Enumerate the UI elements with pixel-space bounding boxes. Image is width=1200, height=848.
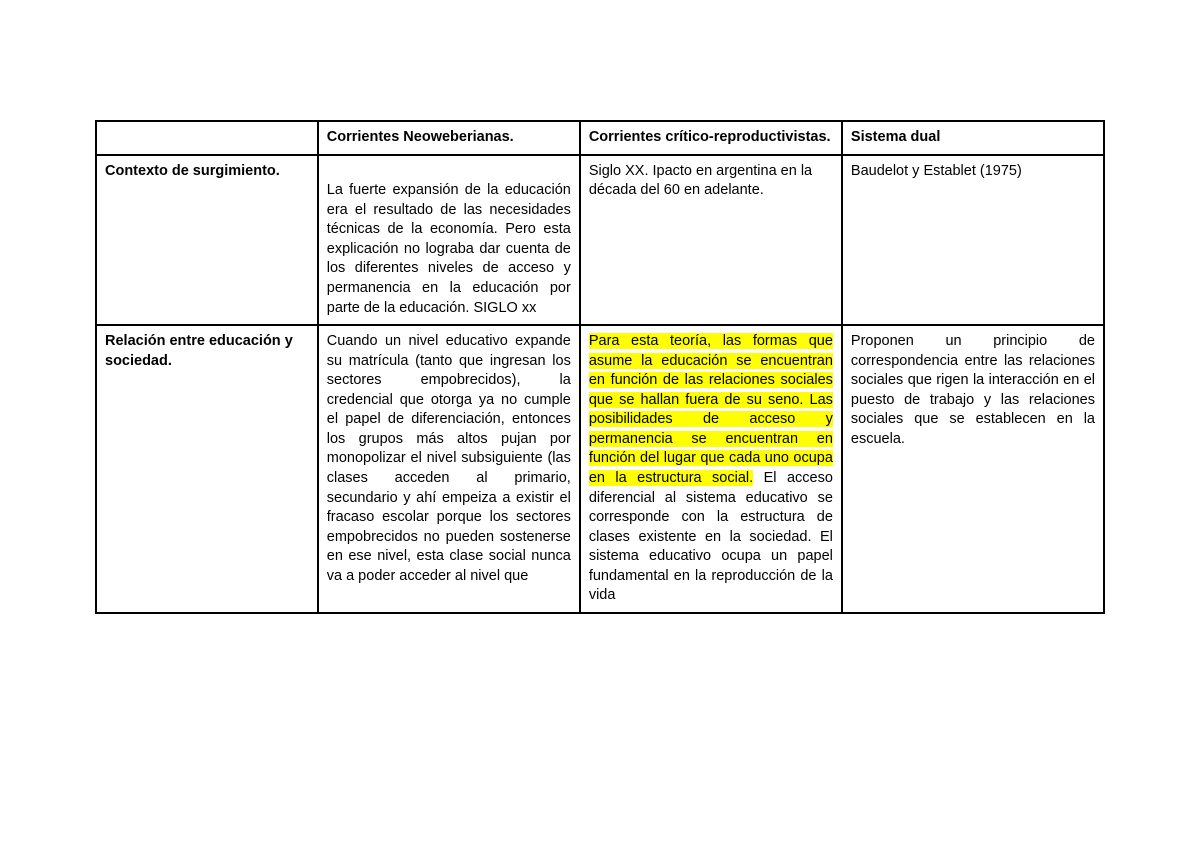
highlighted-text: Para esta teoría, las formas que asume l…	[589, 333, 833, 486]
cell-contexto-dual: Baudelot y Establet (1975)	[842, 155, 1104, 326]
document-page: Corrientes Neoweberianas. Corrientes crí…	[0, 0, 1200, 614]
cell-contexto-critico: Siglo XX. Ipacto en argentina en la déca…	[580, 155, 842, 326]
header-cell-neoweberianas: Corrientes Neoweberianas.	[318, 121, 580, 155]
header-cell-critico-reproductivistas: Corrientes crítico-reproductivistas.	[580, 121, 842, 155]
cell-text: La fuerte expansión de la educación era …	[327, 182, 571, 315]
row-label-relacion: Relación entre educación y sociedad.	[96, 325, 318, 613]
comparison-table: Corrientes Neoweberianas. Corrientes crí…	[95, 120, 1105, 614]
header-cell-sistema-dual: Sistema dual	[842, 121, 1104, 155]
header-cell-empty	[96, 121, 318, 155]
table-row: Contexto de surgimiento. La fuerte expan…	[96, 155, 1104, 326]
cell-relacion-critico: Para esta teoría, las formas que asume l…	[580, 325, 842, 613]
table-header-row: Corrientes Neoweberianas. Corrientes crí…	[96, 121, 1104, 155]
table-row: Relación entre educación y sociedad. Cua…	[96, 325, 1104, 613]
cell-contexto-neoweberianas: La fuerte expansión de la educación era …	[318, 155, 580, 326]
cell-text: El acceso diferencial al sistema educati…	[589, 470, 833, 603]
cell-relacion-neoweberianas: Cuando un nivel educativo expande su mat…	[318, 325, 580, 613]
row-label-contexto: Contexto de surgimiento.	[96, 155, 318, 326]
cell-relacion-dual: Proponen un principio de correspondencia…	[842, 325, 1104, 613]
